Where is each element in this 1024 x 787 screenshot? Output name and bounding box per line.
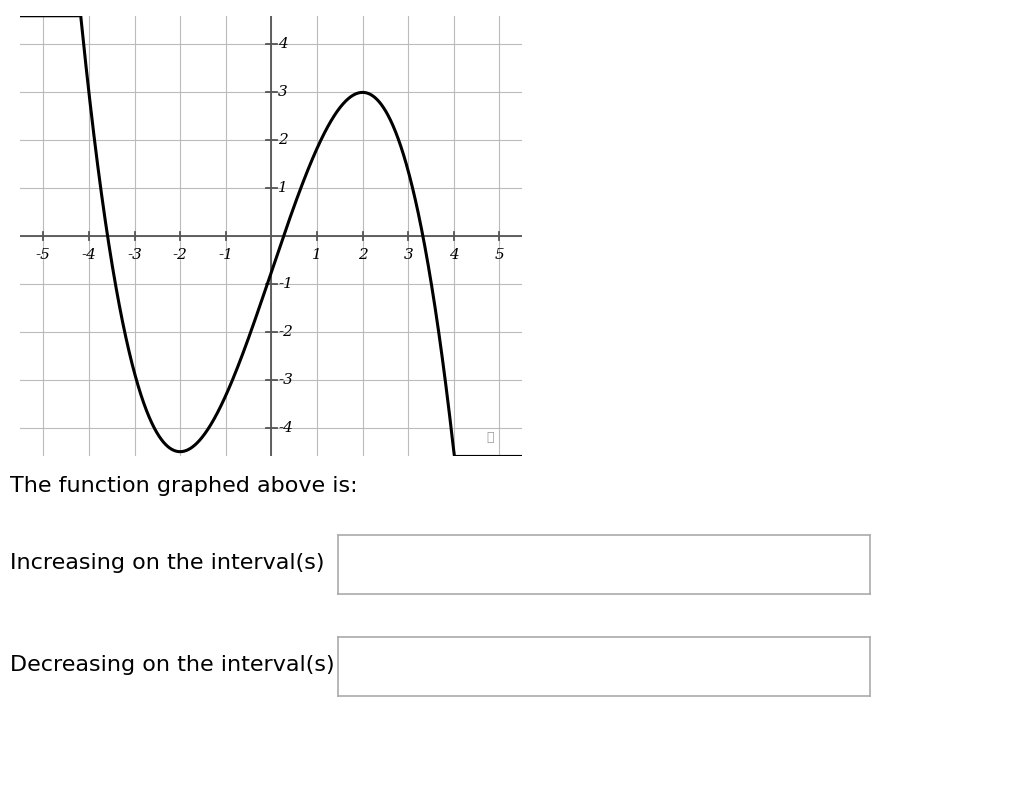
Text: 3: 3 xyxy=(279,85,288,99)
Text: 2: 2 xyxy=(279,133,288,147)
Text: 2: 2 xyxy=(357,248,368,262)
Text: -3: -3 xyxy=(279,373,293,387)
Text: 1: 1 xyxy=(279,181,288,195)
Text: 5: 5 xyxy=(495,248,504,262)
Text: -4: -4 xyxy=(82,248,96,262)
Text: -2: -2 xyxy=(173,248,187,262)
Text: 1: 1 xyxy=(312,248,322,262)
Text: 4: 4 xyxy=(279,38,288,51)
Text: 3: 3 xyxy=(403,248,413,262)
Text: -5: -5 xyxy=(36,248,51,262)
Text: -4: -4 xyxy=(279,421,293,434)
Text: 4: 4 xyxy=(449,248,459,262)
Text: Increasing on the interval(s): Increasing on the interval(s) xyxy=(10,552,325,573)
Text: -1: -1 xyxy=(218,248,233,262)
Text: -1: -1 xyxy=(279,277,293,291)
Text: -2: -2 xyxy=(279,325,293,339)
Text: Decreasing on the interval(s): Decreasing on the interval(s) xyxy=(10,655,335,675)
Text: -3: -3 xyxy=(127,248,142,262)
Text: The function graphed above is:: The function graphed above is: xyxy=(10,476,357,496)
Text: 🔍: 🔍 xyxy=(486,430,494,444)
